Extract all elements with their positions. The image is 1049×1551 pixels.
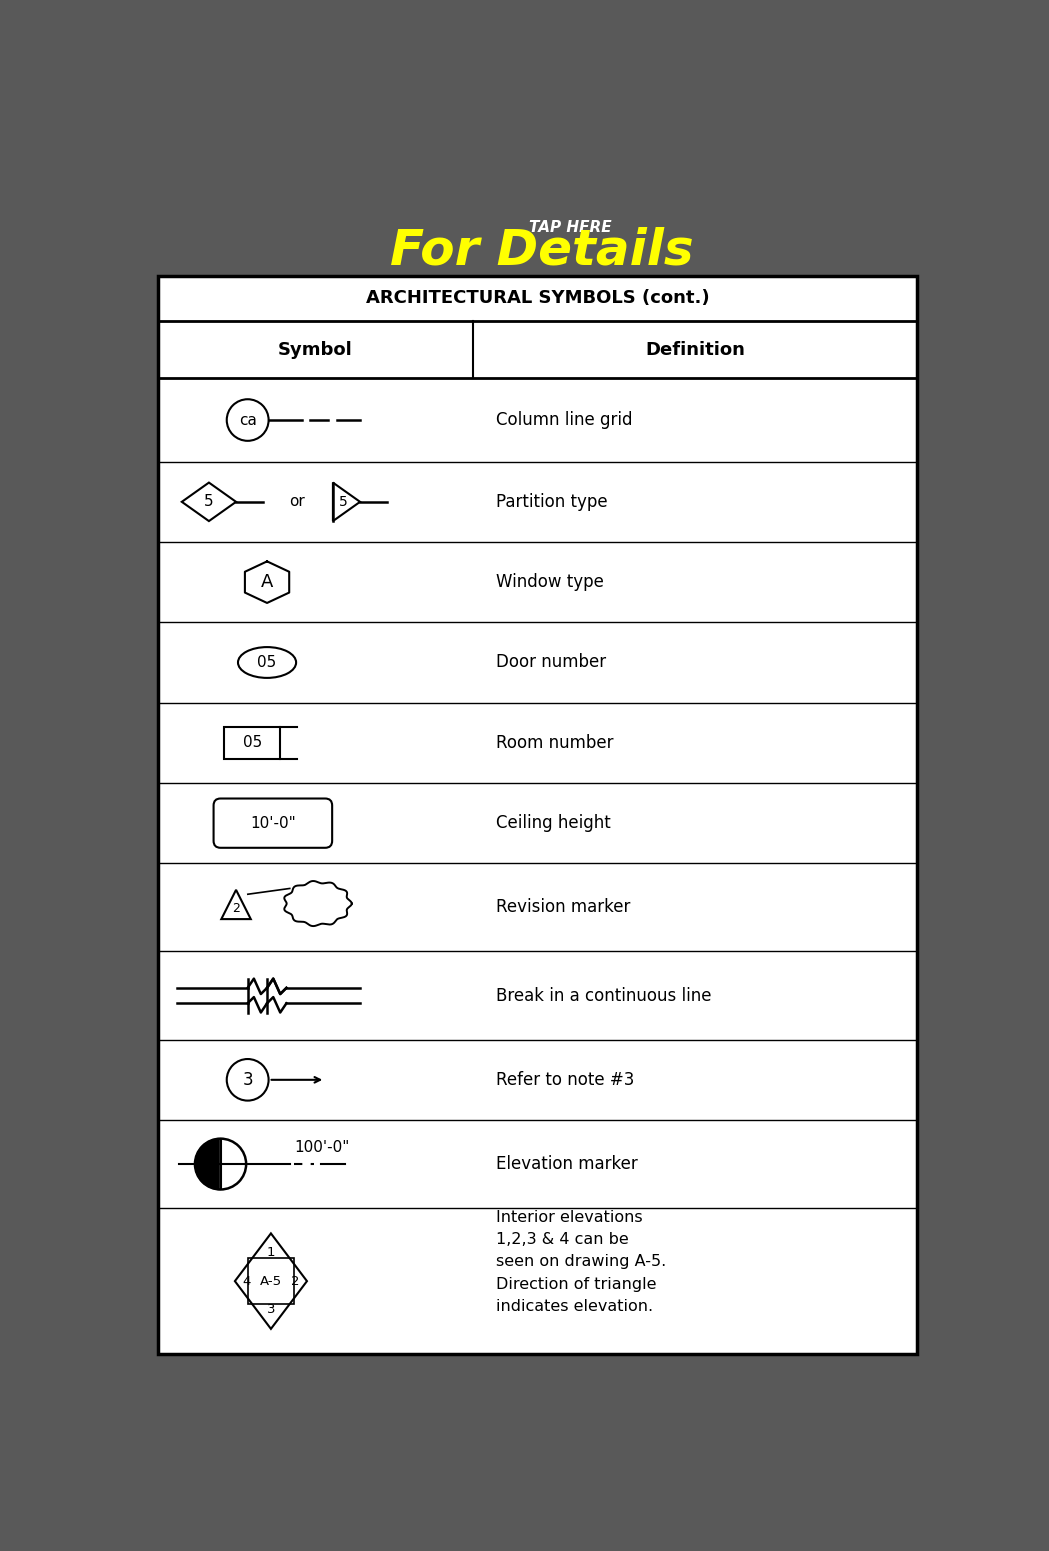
Text: 10'-0": 10'-0" — [250, 816, 296, 831]
Text: Column line grid: Column line grid — [496, 411, 633, 430]
Wedge shape — [195, 1138, 220, 1190]
Text: 05: 05 — [242, 735, 262, 751]
Text: 3: 3 — [242, 1070, 253, 1089]
Text: ca: ca — [239, 413, 257, 428]
Text: Break in a continuous line: Break in a continuous line — [496, 986, 712, 1005]
Text: or: or — [288, 495, 304, 509]
Wedge shape — [220, 1138, 247, 1190]
Text: ARCHITECTURAL SYMBOLS (cont.): ARCHITECTURAL SYMBOLS (cont.) — [366, 290, 709, 307]
Text: 100'-0": 100'-0" — [294, 1140, 349, 1154]
Text: 4: 4 — [242, 1275, 251, 1287]
Text: 5: 5 — [205, 495, 214, 509]
Text: Window type: Window type — [496, 574, 604, 591]
Text: Symbol: Symbol — [278, 341, 352, 358]
Bar — [224, 727, 280, 758]
Text: 2: 2 — [232, 903, 240, 915]
Text: TAP HERE: TAP HERE — [529, 220, 612, 236]
Text: Room number: Room number — [496, 734, 614, 752]
Text: A: A — [261, 574, 273, 591]
Bar — [131, 186, 944, 276]
Text: 05: 05 — [257, 655, 277, 670]
Text: 1: 1 — [266, 1245, 275, 1259]
Text: 5: 5 — [340, 495, 348, 509]
Text: Refer to note #3: Refer to note #3 — [496, 1070, 635, 1089]
Text: A-5: A-5 — [260, 1275, 282, 1287]
Text: For Details: For Details — [390, 226, 693, 275]
Text: Partition type: Partition type — [496, 493, 608, 510]
Text: Elevation marker: Elevation marker — [496, 1155, 638, 1173]
Text: Interior elevations
1,2,3 & 4 can be
seen on drawing A-5.
Direction of triangle
: Interior elevations 1,2,3 & 4 can be see… — [496, 1210, 666, 1314]
Text: Ceiling height: Ceiling height — [496, 814, 612, 833]
Text: Door number: Door number — [496, 653, 606, 672]
Text: 2: 2 — [291, 1275, 299, 1287]
Text: 3: 3 — [266, 1303, 275, 1317]
Text: Revision marker: Revision marker — [496, 898, 630, 917]
Text: Definition: Definition — [645, 341, 745, 358]
